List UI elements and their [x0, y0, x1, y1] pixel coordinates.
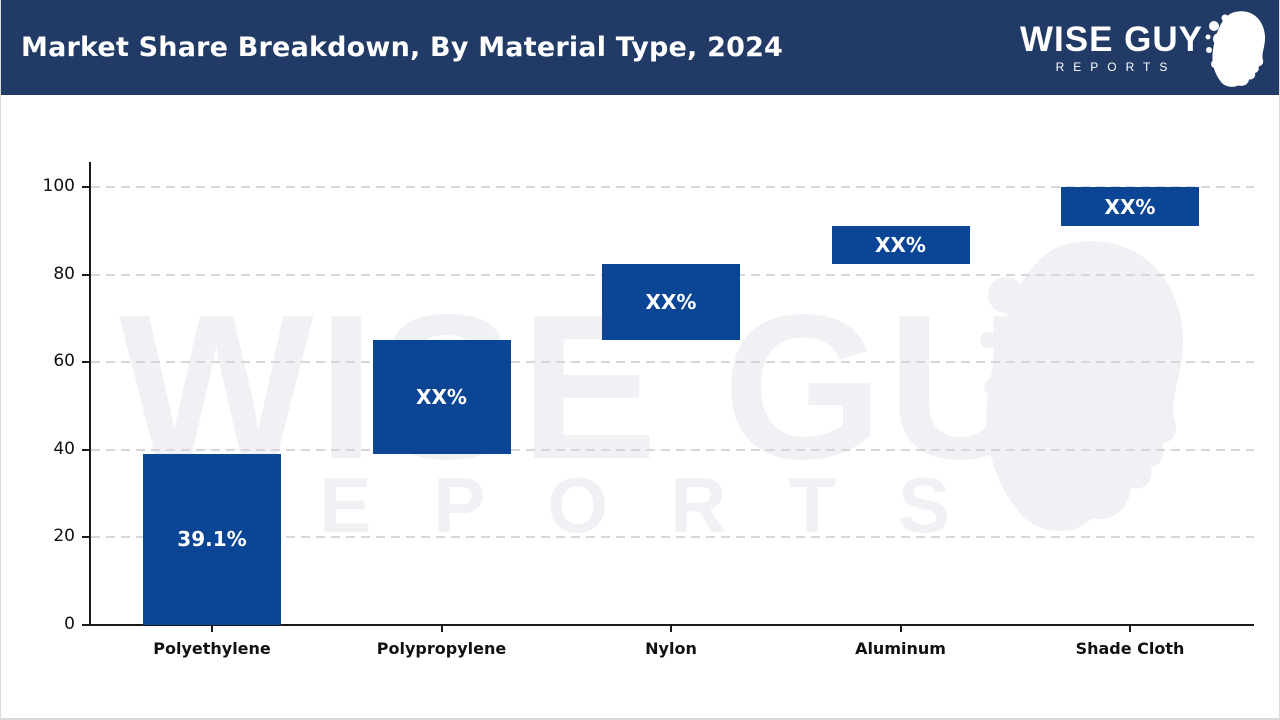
- y-tick-mark: [82, 361, 89, 364]
- x-tick-mark: [899, 626, 902, 632]
- y-tick-mark: [82, 536, 89, 539]
- category-label-1: Polyethylene: [153, 639, 271, 658]
- x-tick-mark: [440, 626, 443, 632]
- gridline: [91, 361, 1254, 364]
- gridline: [91, 186, 1254, 188]
- bar-value-label: XX%: [645, 289, 697, 314]
- bar-aluminum: XX%: [831, 226, 970, 264]
- gridline: [91, 448, 1254, 451]
- y-tick-label: 80: [53, 263, 75, 284]
- y-tick-label: 0: [64, 614, 75, 634]
- y-tick-mark: [82, 273, 89, 276]
- x-tick-mark: [211, 626, 213, 632]
- logo-wiseguy-label: WISE GUY: [1019, 19, 1203, 59]
- bar-value-label: 39.1%: [177, 527, 247, 552]
- logo-reports-label: REPORTS: [1055, 59, 1177, 74]
- bar-polypropylene: XX%: [372, 340, 511, 454]
- category-label-4: Aluminum: [855, 639, 946, 658]
- category-label-5: Shade Cloth: [1075, 639, 1185, 658]
- wise-guy-reports-logo: WISE GUY REPORTS: [1020, 8, 1267, 88]
- bar-nylon: XX%: [602, 263, 740, 341]
- bar-value-label: XX%: [1104, 194, 1156, 219]
- y-tick-label: 60: [53, 351, 75, 372]
- gridline: [91, 536, 1254, 539]
- logo-face-icon: [1205, 10, 1266, 87]
- logo-text: WISE GUY REPORTS: [1019, 19, 1203, 74]
- category-label-3: Nylon: [645, 639, 697, 658]
- page-title: Market Share Breakdown, By Material Type…: [21, 32, 784, 63]
- y-tick-label: 100: [42, 176, 75, 196]
- bar-polyethylene: 39.1%: [143, 453, 281, 625]
- y-tick-label: 20: [53, 526, 75, 547]
- x-tick-mark: [1129, 626, 1131, 632]
- bar-shade-cloth: XX%: [1061, 187, 1199, 227]
- y-tick-mark: [82, 624, 89, 626]
- watermark-face-icon: [980, 241, 1184, 531]
- y-tick-mark: [82, 448, 89, 451]
- y-axis-spine: [89, 162, 91, 626]
- bar-value-label: XX%: [875, 233, 926, 258]
- y-tick-label: 40: [53, 438, 75, 459]
- header-bar: Market Share Breakdown, By Material Type…: [1, 0, 1279, 95]
- category-label-2: Polypropylene: [376, 639, 507, 658]
- y-tick-mark: [82, 186, 89, 188]
- x-axis-spine: [89, 624, 1254, 626]
- bar-value-label: XX%: [416, 385, 467, 410]
- x-tick-mark: [670, 626, 672, 632]
